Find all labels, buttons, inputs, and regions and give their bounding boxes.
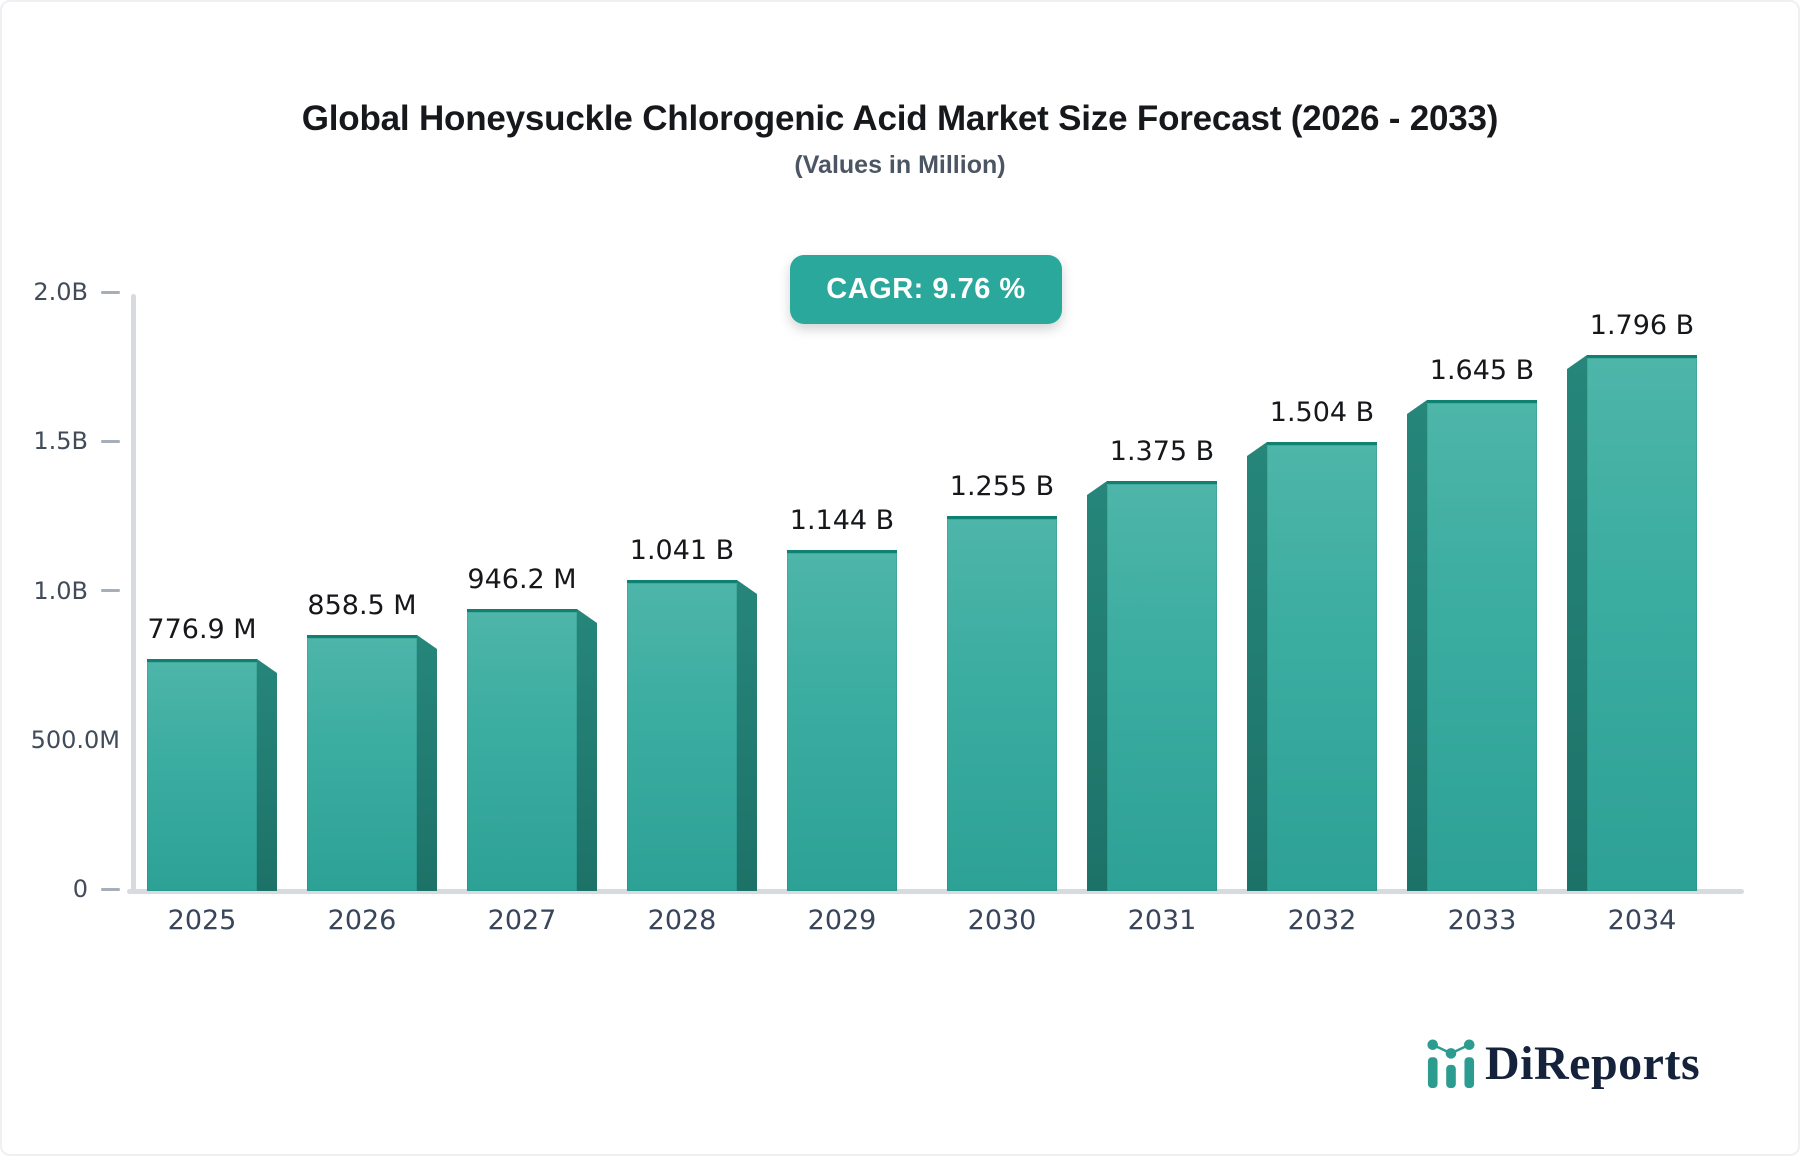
- bar-3d-side: [417, 635, 437, 891]
- chart-subtitle: (Values in Million): [794, 151, 1006, 179]
- bar: [1587, 355, 1697, 891]
- x-axis-line: [127, 889, 1744, 894]
- x-axis-label: 2033: [1447, 905, 1517, 936]
- bar-value-label: 1.041 B: [629, 535, 735, 566]
- bar: [467, 609, 577, 891]
- y-axis-tick: 2.0B: [2, 276, 120, 308]
- y-axis-tick-label: 500.0M: [30, 725, 120, 754]
- bar-value-label: 1.796 B: [1589, 310, 1695, 341]
- direports-logo: DiReports: [1426, 1032, 1700, 1094]
- y-axis-tick-label: 1.5B: [33, 427, 88, 456]
- bar: [1427, 400, 1537, 891]
- bar: [947, 516, 1057, 891]
- chart-title: Global Honeysuckle Chlorogenic Acid Mark…: [301, 99, 1499, 138]
- y-axis-tick-dash: [101, 439, 120, 443]
- bar-3d-side: [737, 580, 757, 891]
- x-axis-label: 2032: [1287, 905, 1357, 936]
- y-axis-tick-label: 1.0B: [33, 576, 88, 605]
- bar: [1267, 442, 1377, 891]
- bar-3d-side: [1567, 355, 1587, 891]
- bar-value-label: 1.645 B: [1429, 355, 1535, 386]
- bar-value-label: 1.144 B: [789, 505, 895, 536]
- cagr-badge: CAGR: 9.76 %: [790, 255, 1062, 324]
- bar-3d-side: [1087, 481, 1107, 891]
- x-axis-label: 2031: [1127, 905, 1197, 936]
- bar: [307, 635, 417, 891]
- y-axis-tick-label: 2.0B: [33, 278, 88, 306]
- bar-value-label: 946.2 M: [467, 564, 577, 595]
- y-axis-tick: 1.0B: [2, 575, 120, 607]
- y-axis-tick-dash: [101, 589, 120, 592]
- bar-value-label: 1.375 B: [1109, 436, 1215, 467]
- y-axis-line: [131, 294, 136, 894]
- bar-line-chart-icon: [1427, 1039, 1475, 1088]
- x-axis-label: 2026: [327, 905, 397, 936]
- bar-3d-side: [257, 659, 277, 891]
- bar-value-label: 1.255 B: [949, 471, 1055, 502]
- bar-3d-side: [577, 609, 597, 891]
- y-axis-tick-dash: [101, 887, 120, 891]
- x-axis-label: 2034: [1607, 905, 1677, 936]
- x-axis-label: 2030: [967, 905, 1037, 936]
- bar-value-label: 1.504 B: [1269, 397, 1375, 428]
- y-axis-tick-dash: [101, 290, 120, 294]
- bar: [627, 580, 737, 891]
- bar-3d-side: [1247, 442, 1267, 891]
- bar: [1107, 481, 1217, 891]
- bar-value-label: 858.5 M: [307, 590, 417, 621]
- cagr-badge-label: CAGR: 9.76 %: [826, 273, 1026, 305]
- x-axis-label: 2029: [807, 905, 877, 936]
- x-axis-label: 2028: [647, 905, 717, 936]
- y-axis-tick-label: 0: [72, 875, 88, 903]
- x-axis-label: 2025: [167, 905, 237, 936]
- bar: [787, 550, 897, 891]
- bar-value-label: 776.9 M: [147, 614, 257, 645]
- logo-text: DiReports: [1485, 1036, 1701, 1090]
- y-axis-tick: 500.0M: [2, 724, 120, 756]
- y-axis-tick: 1.5B: [2, 425, 120, 457]
- bar: [147, 659, 257, 891]
- x-axis-label: 2027: [487, 905, 557, 936]
- bar-3d-side: [1407, 400, 1427, 891]
- y-axis-tick: 0: [2, 873, 120, 905]
